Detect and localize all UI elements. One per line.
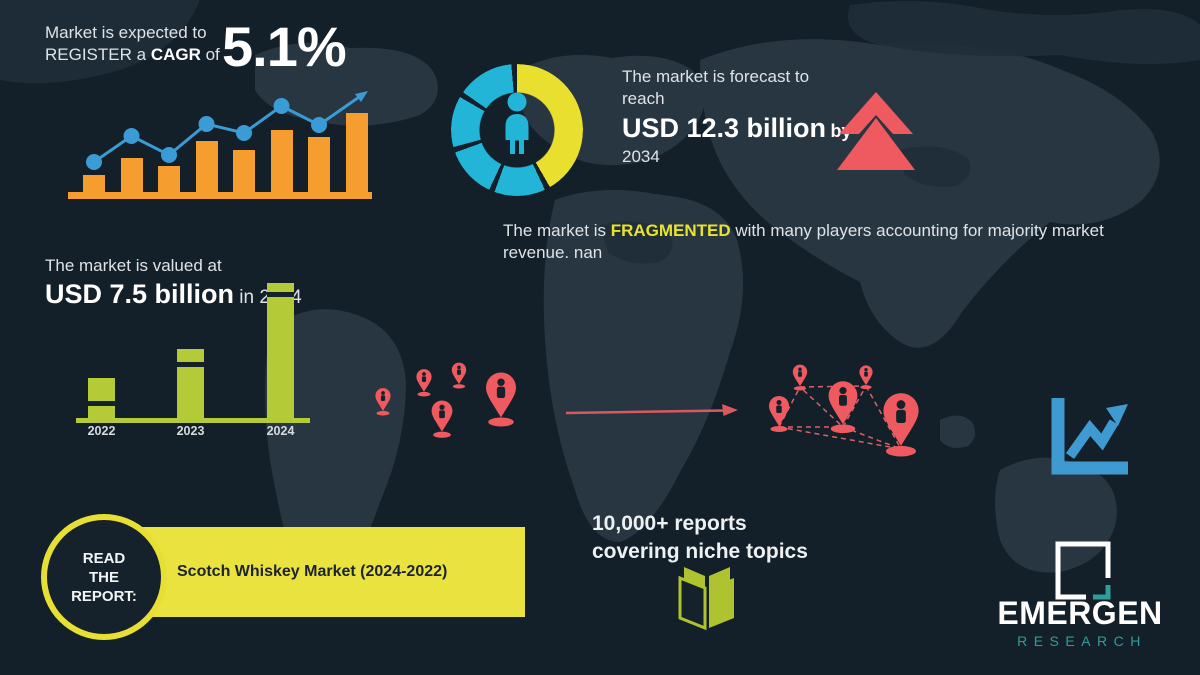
cagr-line1: Market is expected to	[45, 23, 207, 42]
reports-block: 10,000+ reports covering niche topics	[592, 510, 808, 566]
transition-arrow-icon	[565, 404, 738, 416]
cagr-bar	[233, 150, 255, 192]
cagr-bar	[195, 141, 218, 192]
fragmented-highlight: FRAGMENTED	[610, 221, 731, 240]
open-book-icon	[678, 567, 734, 631]
fragmentation-line1: The market is FRAGMENTED with many playe…	[503, 221, 1104, 240]
players-pins-cluster	[375, 362, 516, 438]
value-year-label: 2022	[87, 424, 116, 438]
bar-stripe	[88, 401, 115, 406]
cagr-bar	[120, 158, 143, 192]
reports-line1: 10,000+ reports	[592, 512, 747, 535]
growth-chart-icon	[1051, 398, 1128, 475]
brand-logo-icon	[1055, 541, 1111, 600]
value-bar-2022	[88, 378, 115, 418]
valuation-value: USD 7.5 billion	[45, 279, 235, 309]
report-banner-text: Scotch Whiskey Market (2024-2022)	[177, 563, 448, 580]
brand-name: EMERGEN	[997, 595, 1163, 631]
valuation-block: The market is valued at USD 7.5 billion …	[45, 255, 302, 310]
forecast-value-line: USD 12.3 billion by	[622, 113, 852, 143]
cagr-bar	[158, 166, 180, 192]
cagr-bar	[308, 137, 330, 192]
cagr-bars-group	[68, 90, 373, 200]
chart-baseline	[76, 418, 310, 423]
forecast-line2: reach	[622, 89, 665, 108]
value-year-label: 2023	[176, 424, 205, 438]
double-up-arrow-icon	[837, 92, 915, 170]
read-report-button[interactable]: READ THE REPORT:	[41, 514, 167, 640]
fragmentation-block: The market is FRAGMENTED with many playe…	[503, 220, 1153, 264]
players-network-cluster	[769, 364, 919, 457]
read-report-line2: THE	[89, 568, 119, 586]
read-report-line1: READ	[82, 549, 126, 567]
report-banner[interactable]: Scotch Whiskey Market (2024-2022)	[135, 527, 525, 617]
trend-line-arrow	[86, 91, 368, 170]
valuation-line1: The market is valued at	[45, 256, 222, 275]
cagr-value: 5.1%	[222, 15, 347, 78]
cagr-line2: REGISTER a CAGR of	[45, 45, 220, 64]
chart-baseline	[68, 192, 372, 199]
forecast-line1: The market is forecast to	[622, 67, 810, 86]
value-year-label: 2024	[266, 424, 295, 438]
reports-line2: covering niche topics	[592, 540, 808, 563]
forecast-value: USD 12.3 billion	[622, 113, 827, 143]
fragmentation-line2: revenue. nan	[503, 243, 603, 262]
cagr-bar	[270, 130, 293, 192]
cagr-bar	[83, 175, 105, 192]
person-icon	[505, 92, 529, 154]
cagr-bar	[345, 113, 368, 192]
bar-stripe	[177, 362, 204, 367]
brand-name-block: EMERGEN RESEARCH	[990, 596, 1170, 649]
forecast-block: The market is forecast to reach USD 12.3…	[622, 66, 852, 168]
cagr-bar-chart	[68, 90, 373, 200]
value-bar-2024	[267, 283, 294, 418]
value-bar-2023	[177, 349, 204, 418]
cagr-headline: Market is expected to REGISTER a CAGR of	[45, 22, 220, 66]
market-value-chart: 2022 2023 2024	[76, 283, 316, 445]
forecast-year: 2034	[622, 147, 660, 166]
read-report-line3: REPORT:	[71, 587, 137, 605]
brand-subname: RESEARCH	[1017, 633, 1147, 649]
bar-stripe	[267, 292, 294, 297]
